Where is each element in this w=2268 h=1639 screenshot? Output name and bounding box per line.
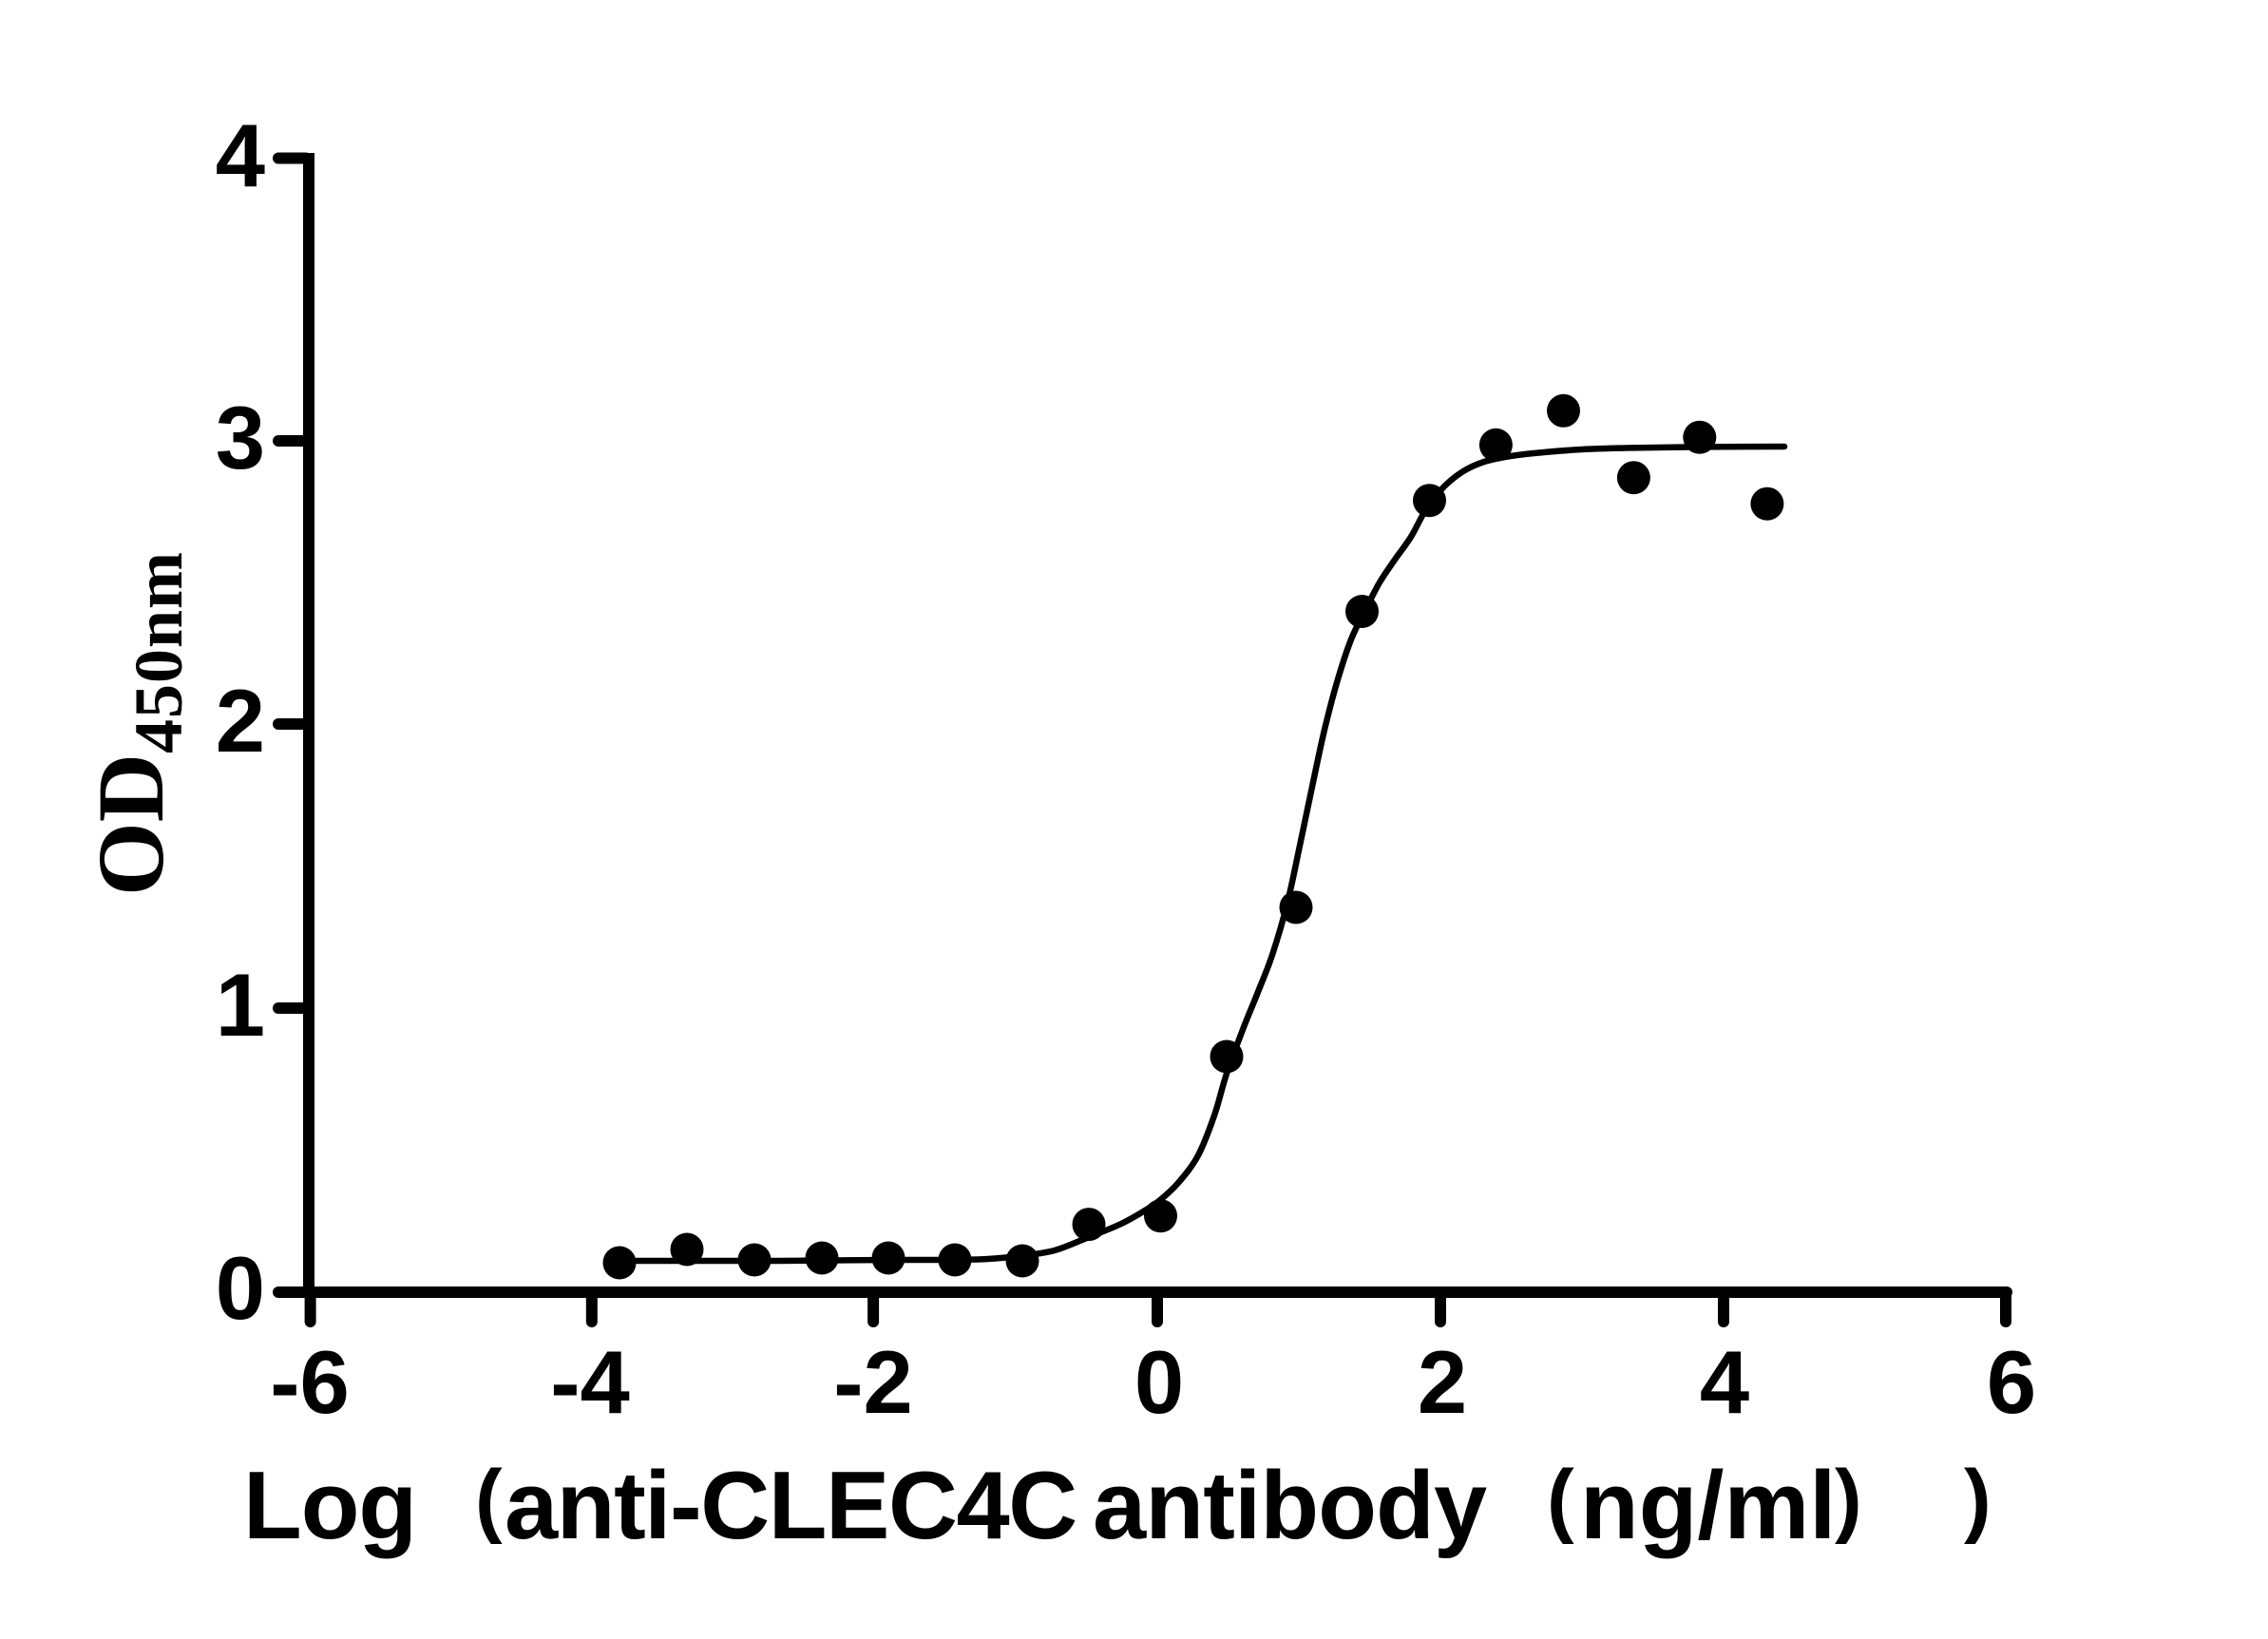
svg-text:): ) [1964,1454,1992,1545]
svg-text:2: 2 [1418,1332,1467,1432]
svg-text:4: 4 [216,105,265,205]
svg-text:4: 4 [1700,1332,1749,1432]
svg-text:-4: -4 [550,1332,630,1432]
svg-text:(: ( [1547,1454,1574,1545]
svg-text:(: ( [475,1454,503,1545]
svg-text:Log: Log [243,1453,416,1559]
svg-text:antibody: antibody [1093,1453,1487,1559]
svg-text:): ) [1835,1454,1862,1545]
svg-text:-6: -6 [270,1332,350,1432]
svg-text:2: 2 [216,671,265,771]
svg-text:6: 6 [1987,1332,2036,1432]
svg-text:anti-CLEC4C: anti-CLEC4C [505,1453,1077,1559]
svg-text:0: 0 [1134,1332,1184,1432]
svg-text:ng/ml: ng/ml [1580,1453,1836,1559]
svg-text:-2: -2 [833,1332,913,1432]
svg-text:3: 3 [216,388,265,487]
svg-text:OD450nm: OD450nm [78,551,197,896]
svg-text:1: 1 [216,955,265,1055]
svg-text:0: 0 [216,1238,265,1338]
